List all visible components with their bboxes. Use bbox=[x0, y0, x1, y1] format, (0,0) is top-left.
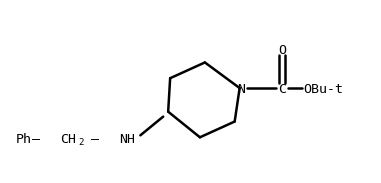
Text: OBu-t: OBu-t bbox=[303, 83, 343, 96]
Text: —: — bbox=[32, 133, 40, 146]
Text: CH: CH bbox=[60, 133, 76, 146]
Text: N: N bbox=[237, 83, 245, 96]
Text: NH: NH bbox=[119, 133, 135, 146]
Text: C: C bbox=[279, 83, 287, 96]
Text: —: — bbox=[91, 133, 99, 146]
Text: O: O bbox=[279, 44, 287, 57]
Text: 2: 2 bbox=[78, 138, 83, 147]
Text: Ph: Ph bbox=[15, 133, 31, 146]
